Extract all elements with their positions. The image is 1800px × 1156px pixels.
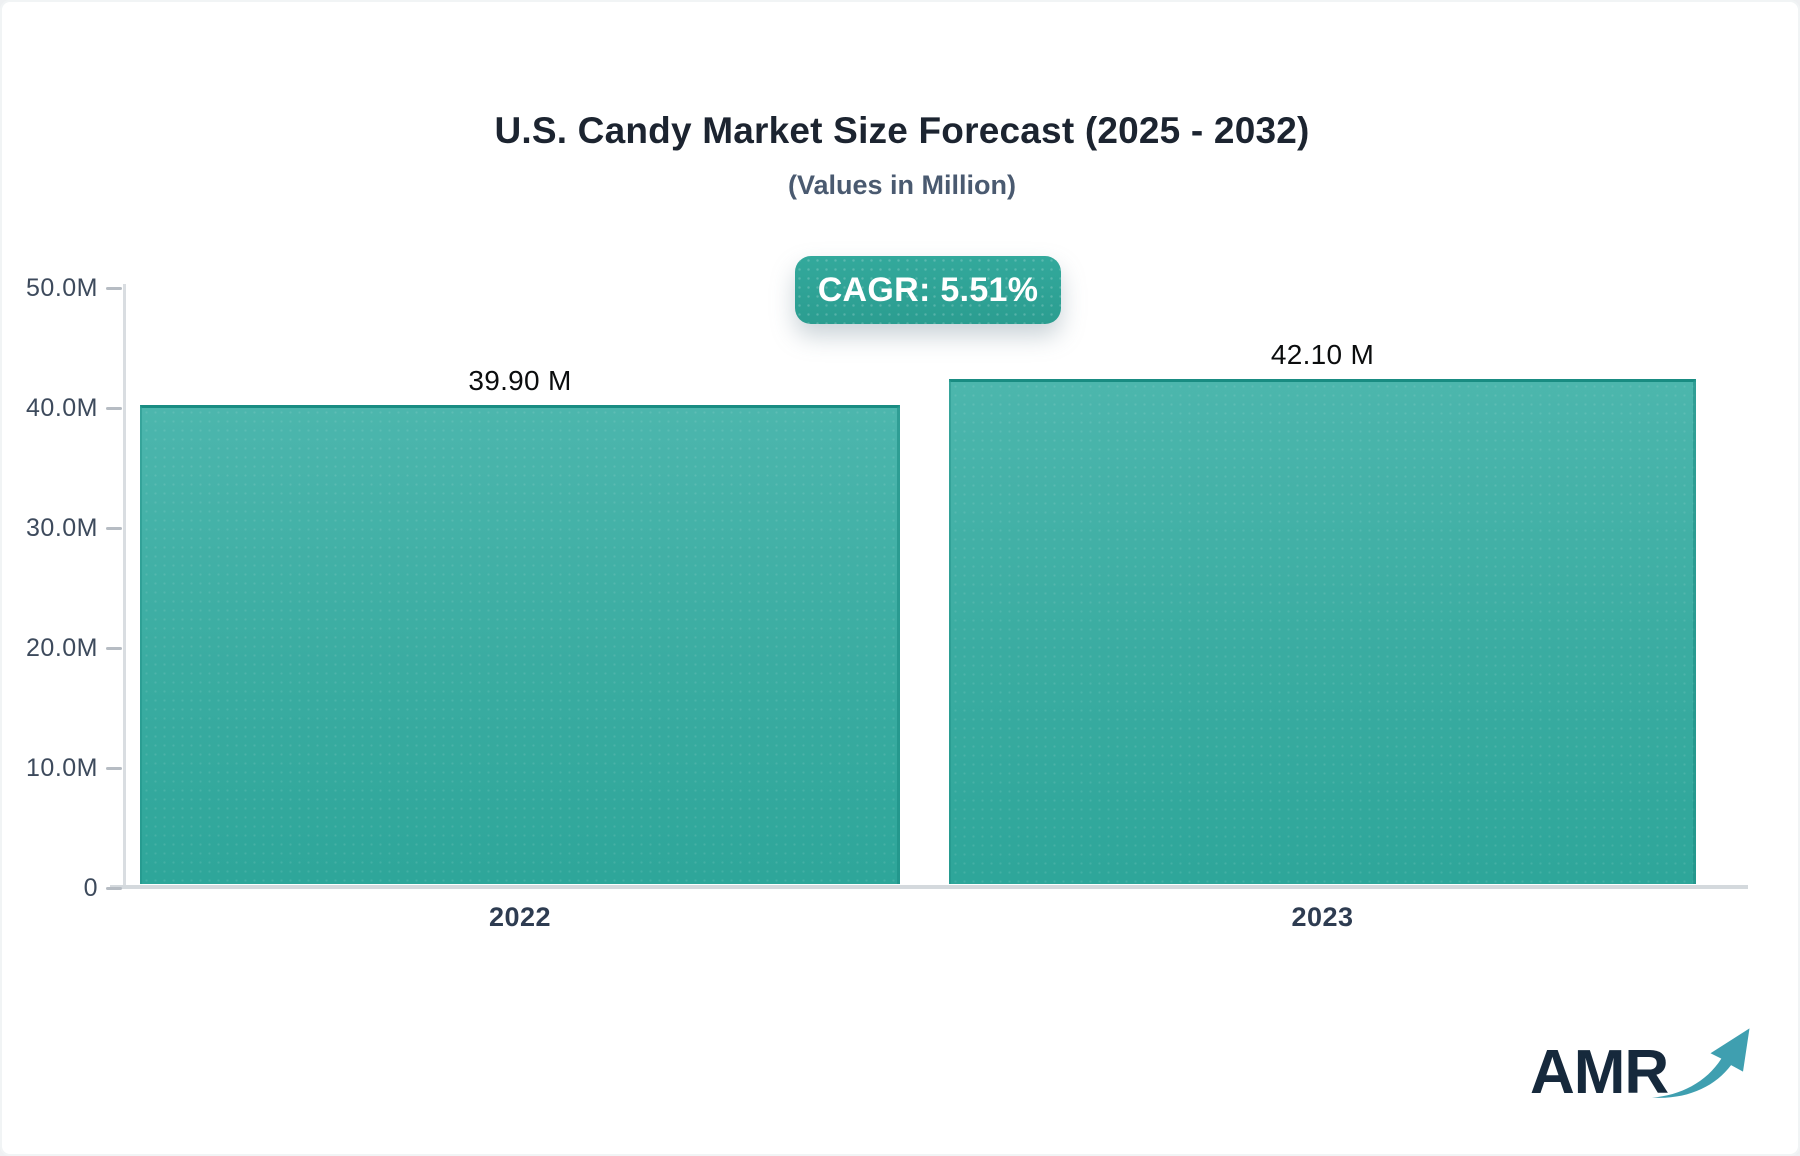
x-axis-label-2023: 2023: [1291, 902, 1354, 932]
y-tick-mark: [106, 886, 122, 890]
bar-value-label-2022: 39.90 M: [468, 365, 572, 397]
y-tick-mark: [106, 406, 122, 410]
bar-group-2022: 39.90 M: [140, 365, 900, 884]
bar-group-2023: 42.10 M: [949, 339, 1696, 884]
y-tick-20m: 20.0M: [2, 632, 122, 664]
y-tick-30m: 30.0M: [2, 512, 122, 544]
y-tick-label: 20.0M: [26, 633, 98, 662]
chart-title: U.S. Candy Market Size Forecast (2025 - …: [494, 110, 1310, 151]
x-axis-label-2022: 2022: [488, 902, 552, 932]
y-tick-label: 40.0M: [26, 393, 98, 422]
trend-up-arrow-icon: [1652, 1028, 1750, 1098]
chart-subtitle: (Values in Million): [787, 170, 1017, 200]
y-tick-mark: [106, 646, 122, 650]
y-tick-40m: 40.0M: [2, 392, 122, 424]
y-axis-line: [123, 284, 126, 888]
y-tick-mark: [106, 526, 122, 530]
y-tick-mark: [106, 766, 122, 770]
y-tick-label: 0: [83, 873, 98, 902]
y-tick-label: 30.0M: [26, 513, 98, 542]
bar-2022: [140, 405, 900, 884]
amr-logo: AMR: [1530, 1024, 1756, 1104]
bar-2023: [949, 378, 1696, 884]
y-tick-50m: 50.0M: [2, 272, 122, 304]
y-tick-10m: 10.0M: [2, 752, 122, 784]
amr-logo-text: AMR: [1530, 1038, 1669, 1107]
y-tick-label: 50.0M: [26, 273, 98, 302]
cagr-badge-label: CAGR: 5.51%: [817, 270, 1039, 309]
y-tick-0: 0: [2, 872, 122, 904]
y-tick-label: 10.0M: [26, 753, 98, 782]
y-tick-mark: [106, 286, 122, 290]
bar-value-label-2023: 42.10 M: [1270, 338, 1375, 370]
cagr-badge: CAGR: 5.51%: [795, 256, 1061, 324]
x-axis-line: [110, 885, 1748, 889]
